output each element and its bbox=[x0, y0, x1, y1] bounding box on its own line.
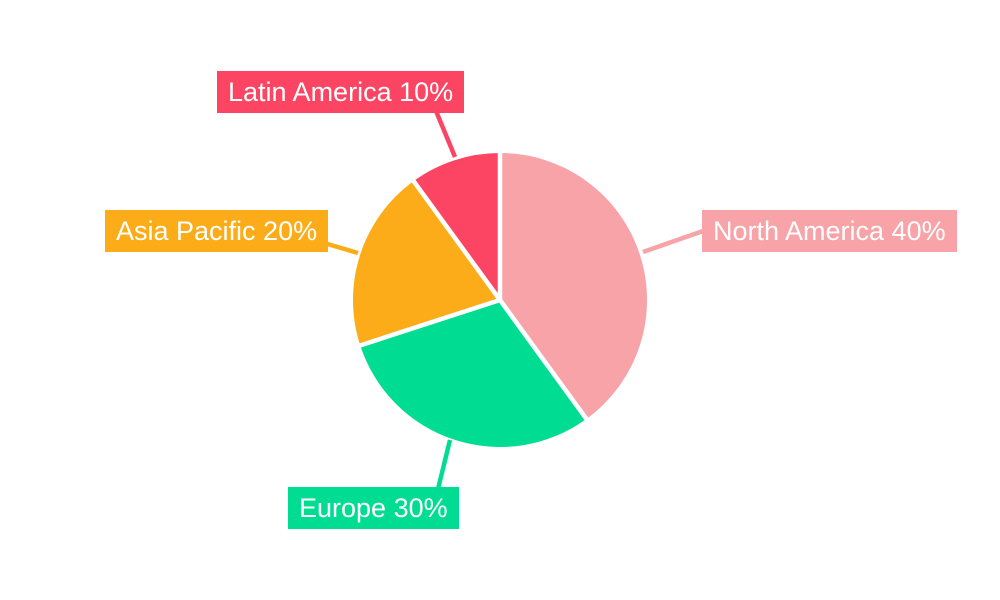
slice-label-europe: Europe 30% bbox=[288, 487, 459, 529]
slice-label-north-america: North America 40% bbox=[702, 210, 957, 252]
slice-label-asia-pacific: Asia Pacific 20% bbox=[105, 210, 329, 252]
slice-separator bbox=[358, 297, 501, 348]
pie-slice-north-america[interactable] bbox=[500, 153, 647, 419]
pie-slice-europe[interactable] bbox=[360, 300, 587, 447]
leader-line-north-america bbox=[642, 228, 704, 255]
slice-label-latin-america: Latin America 10% bbox=[217, 71, 465, 113]
pie-slice-latin-america[interactable] bbox=[413, 153, 500, 300]
pie-slice-asia-pacific[interactable] bbox=[353, 181, 500, 346]
leader-line-latin-america bbox=[433, 110, 458, 158]
slice-separator bbox=[498, 298, 589, 422]
slice-separator bbox=[411, 178, 502, 302]
leader-line-europe bbox=[435, 439, 453, 490]
